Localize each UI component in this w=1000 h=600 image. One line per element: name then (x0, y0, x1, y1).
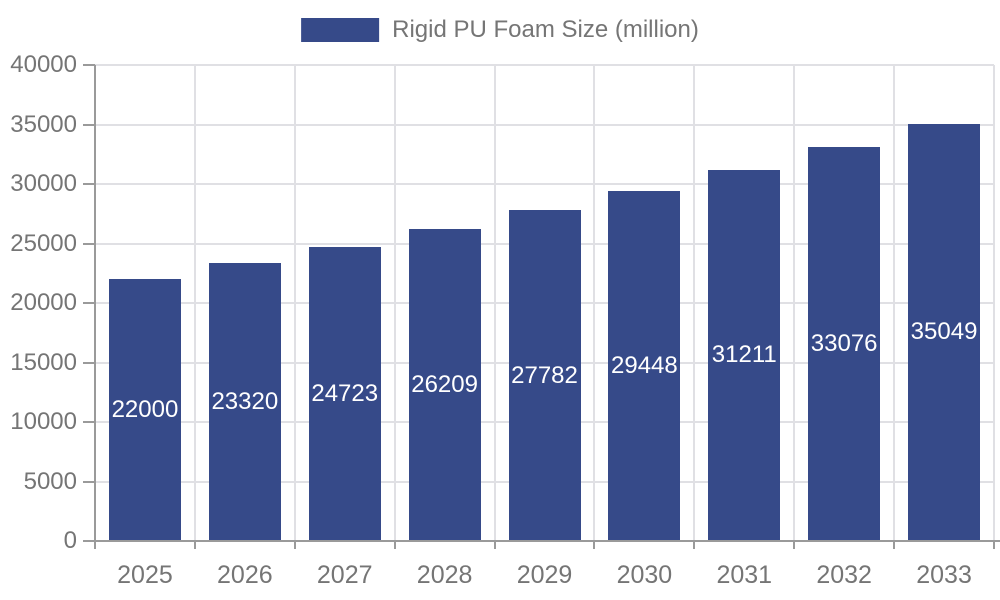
x-axis-label: 2032 (816, 561, 872, 589)
y-axis-line (94, 65, 96, 549)
bar-2033[interactable]: 35049 (908, 123, 981, 541)
x-axis-label: 2028 (416, 561, 473, 589)
y-axis-label: 40000 (10, 51, 77, 78)
bar-2029[interactable]: 27782 (508, 210, 581, 541)
gridline-horizontal (95, 123, 994, 126)
bar-value-label: 35049 (910, 318, 978, 346)
gridline-vertical (893, 65, 896, 541)
x-axis-label: 2025 (117, 561, 173, 589)
bar-value-label: 23320 (211, 388, 279, 416)
x-axis-tick (593, 541, 596, 549)
gridline-vertical (993, 65, 995, 541)
bar-2026[interactable]: 23320 (208, 263, 281, 541)
y-axis-tick (83, 302, 95, 304)
y-axis-label: 5000 (23, 467, 77, 495)
bar-value-label: 24723 (311, 379, 379, 407)
y-axis-tick (83, 421, 95, 423)
x-axis-label: 2031 (716, 561, 773, 589)
x-axis-label: 2029 (516, 561, 573, 589)
x-axis-label: 2030 (616, 561, 673, 589)
legend-color-swatch (301, 18, 380, 42)
gridline-vertical (193, 65, 196, 541)
gridline-vertical (793, 65, 796, 541)
x-axis-tick (693, 541, 696, 549)
bar-2027[interactable]: 24723 (308, 246, 381, 541)
y-axis-label: 15000 (10, 348, 77, 376)
bar-value-label: 31211 (711, 341, 777, 369)
x-axis-tick (893, 541, 896, 549)
x-axis-tick (193, 541, 196, 549)
y-axis-tick (83, 361, 95, 364)
bar-2030[interactable]: 29448 (608, 190, 681, 541)
y-axis-label: 25000 (10, 229, 77, 257)
x-axis-line (83, 540, 1000, 542)
bar-value-label: 26209 (411, 371, 478, 399)
bar-2031[interactable]: 31211 (708, 169, 781, 541)
gridline-vertical (393, 65, 396, 541)
y-axis-label: 20000 (10, 289, 77, 316)
x-axis-label: 2027 (316, 561, 373, 589)
y-axis-label: 10000 (10, 408, 77, 435)
gridline-vertical (693, 65, 696, 541)
y-axis-tick (83, 123, 95, 126)
y-axis-tick (83, 242, 95, 245)
y-axis-tick (83, 540, 95, 542)
bar-2028[interactable]: 26209 (408, 229, 481, 541)
y-axis-label: 0 (63, 527, 77, 554)
y-axis-label: 35000 (10, 110, 77, 138)
y-axis-label: 30000 (10, 170, 77, 197)
x-axis-tick (993, 541, 995, 549)
x-axis-tick (793, 541, 796, 549)
bar-2032[interactable]: 33076 (808, 147, 881, 541)
x-axis-label: 2033 (916, 561, 972, 589)
y-axis-tick (83, 183, 95, 185)
gridline-vertical (493, 65, 496, 541)
x-axis-tick (493, 541, 496, 549)
bar-value-label: 29448 (611, 351, 678, 379)
legend-item[interactable]: Rigid PU Foam Size (million) (301, 16, 699, 44)
gridline-vertical (293, 65, 296, 541)
gridline-vertical (593, 65, 596, 541)
plot-area: 22000 23320 24723 26209 27782 29448 31211 33076… (10, 51, 1000, 589)
y-axis-tick (83, 480, 95, 483)
bar-value-label: 27782 (511, 361, 578, 389)
legend-label: Rigid PU Foam Size (million) (392, 16, 699, 43)
x-axis-tick (293, 541, 296, 549)
bar-value-label: 22000 (111, 396, 179, 424)
x-axis-label: 2026 (217, 561, 273, 589)
y-axis-tick (83, 64, 95, 66)
gridline-horizontal (95, 64, 994, 66)
x-axis-tick (94, 541, 96, 549)
gridline-horizontal (95, 183, 994, 185)
x-axis-tick (393, 541, 396, 549)
bar-value-label: 33076 (810, 330, 878, 358)
bar-2025[interactable]: 22000 (108, 279, 181, 541)
